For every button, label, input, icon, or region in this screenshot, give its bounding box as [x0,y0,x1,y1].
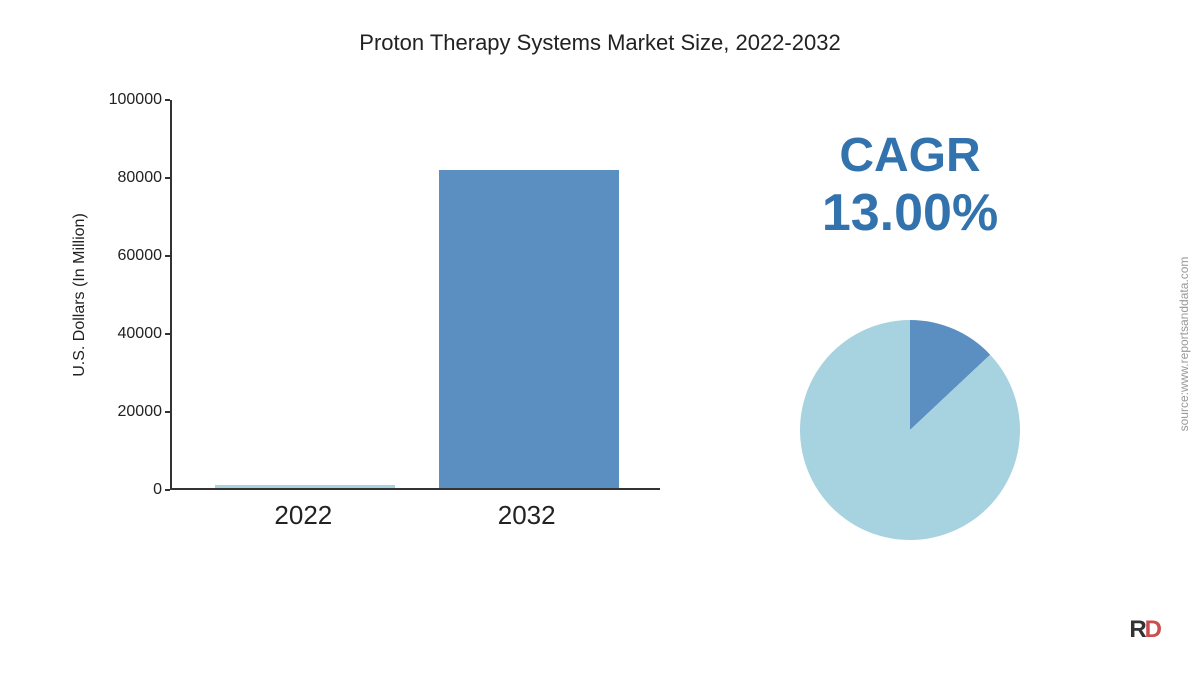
source-attribution: source:www.reportsanddata.com [1177,257,1191,432]
y-tick-mark [165,333,170,335]
y-tick-label: 40000 [92,325,162,343]
y-tick-label: 60000 [92,247,162,265]
y-tick-label: 100000 [92,91,162,109]
y-axis-label: U.S. Dollars (In Million) [71,213,89,377]
pie-chart [800,320,1020,540]
bar [439,170,619,488]
x-tick-label: 2022 [274,500,332,531]
logo: RD [1129,616,1160,644]
logo-d: D [1145,616,1160,643]
chart-container: Proton Therapy Systems Market Size, 2022… [0,0,1200,674]
cagr-panel: CAGR 13.00% [720,130,1100,242]
y-tick-label: 80000 [92,169,162,187]
cagr-value: 13.00% [720,185,1100,242]
y-tick-label: 0 [92,481,162,499]
x-tick-label: 2032 [498,500,556,531]
bar-chart: U.S. Dollars (In Million) 02000040000600… [100,100,660,530]
y-tick-label: 20000 [92,403,162,421]
plot-area [170,100,660,490]
y-tick-mark [165,177,170,179]
logo-r: R [1129,616,1144,643]
cagr-label: CAGR [720,130,1100,183]
y-tick-mark [165,99,170,101]
y-tick-mark [165,411,170,413]
bar [215,485,395,488]
chart-title: Proton Therapy Systems Market Size, 2022… [0,30,1200,56]
y-tick-mark [165,489,170,491]
y-tick-mark [165,255,170,257]
